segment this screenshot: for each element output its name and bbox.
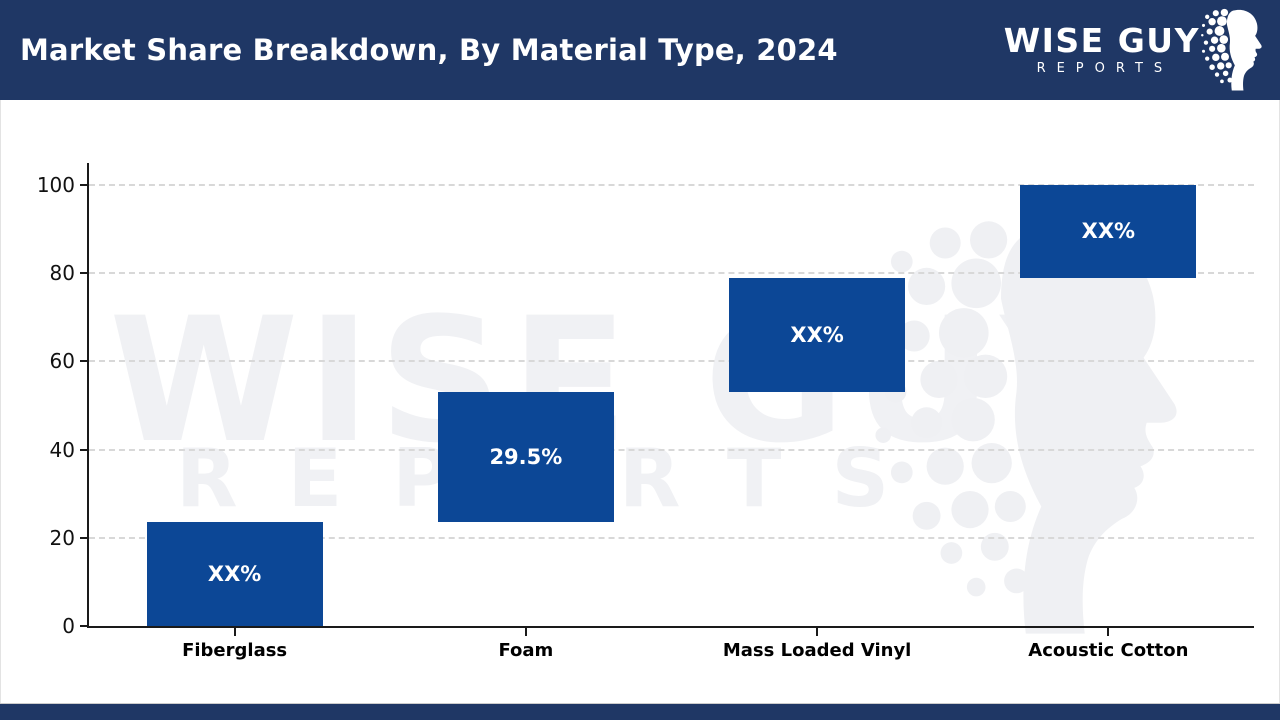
bar-value-label: 29.5% <box>489 445 563 470</box>
y-tick-label: 0 <box>62 614 75 638</box>
gridline <box>89 536 1254 539</box>
y-tickmark <box>80 448 89 451</box>
x-tickmark <box>524 628 527 636</box>
x-category-label: Fiberglass <box>182 640 288 661</box>
y-tick-label: 40 <box>49 437 75 462</box>
y-tickmark <box>80 536 89 539</box>
y-tickmark <box>80 360 89 363</box>
bar: XX% <box>1020 185 1197 278</box>
logo-wordmark: WISE GUY <box>1003 21 1200 61</box>
x-tickmark <box>1107 628 1110 636</box>
y-tickmark <box>80 272 89 275</box>
wiseguy-logo: WISE GUY REPORTS <box>1004 4 1270 96</box>
x-category-label: Foam <box>498 640 554 661</box>
logo-subtitle: REPORTS <box>1036 60 1174 76</box>
gridline <box>89 272 1254 275</box>
chart-area: WISE GUY REPORTS 020406080100XX%Fibergla… <box>0 100 1280 704</box>
gridline <box>89 448 1254 451</box>
bar: XX% <box>729 277 906 393</box>
bar: XX% <box>146 522 323 626</box>
x-tickmark <box>233 628 236 636</box>
y-axis-line <box>87 163 89 628</box>
y-tickmark <box>80 184 89 186</box>
y-tick-label: 100 <box>36 173 75 197</box>
bar-value-label: XX% <box>1081 219 1136 244</box>
gridline <box>89 184 1254 186</box>
header-bar: Market Share Breakdown, By Material Type… <box>0 0 1280 100</box>
gridline <box>89 360 1254 363</box>
wiseguy-logo-text: WISE GUY REPORTS <box>1004 24 1200 76</box>
page-title: Market Share Breakdown, By Material Type… <box>20 33 838 67</box>
x-axis-line <box>87 626 1254 628</box>
x-category-label: Mass Loaded Vinyl <box>722 640 912 661</box>
y-tickmark <box>80 625 89 627</box>
footer-bar <box>0 703 1280 720</box>
x-category-label: Acoustic Cotton <box>1028 640 1189 661</box>
x-tickmark <box>816 628 819 636</box>
y-tick-label: 60 <box>49 349 75 374</box>
y-tick-label: 20 <box>49 525 75 550</box>
y-tick-label: 80 <box>49 261 75 286</box>
bar-value-label: XX% <box>207 562 262 587</box>
bar: 29.5% <box>437 392 614 523</box>
bar-value-label: XX% <box>790 322 844 347</box>
